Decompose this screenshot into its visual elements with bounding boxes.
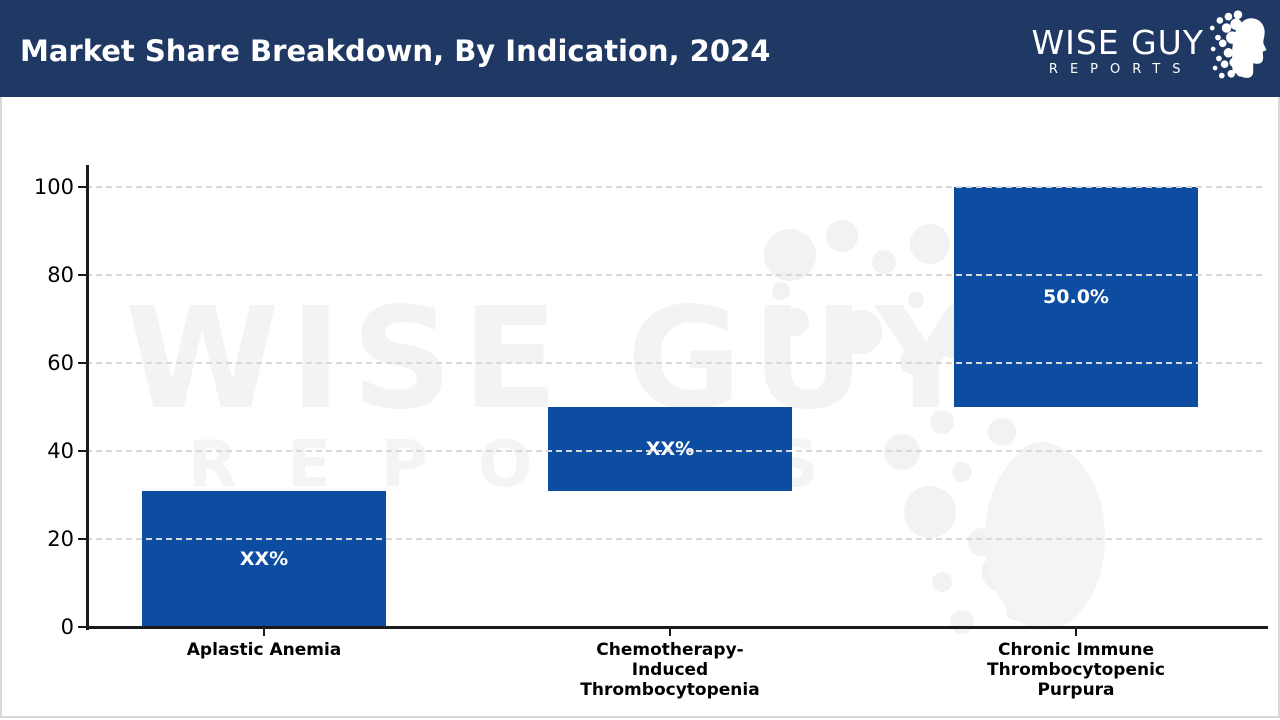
bar-value-label: 50.0% [1043, 286, 1109, 308]
face-profile-icon [1209, 10, 1267, 79]
gridline [86, 538, 1262, 540]
watermark-dot [772, 282, 790, 300]
x-tick-mark [263, 629, 265, 636]
y-axis-line [86, 165, 89, 630]
watermark-dot [908, 292, 924, 308]
watermark-dot [988, 418, 1016, 446]
wise-guy-reports-logo: WISE GUY REPORTS [1023, 6, 1268, 92]
page-border-left [0, 97, 2, 718]
bar-value-label: XX% [645, 437, 695, 460]
y-tick-mark [78, 362, 86, 364]
x-category-label: Chronic Immune Thrombocytopenic Purpura [987, 640, 1165, 700]
gridline [86, 450, 1262, 452]
logo-tagline: REPORTS [1048, 61, 1193, 77]
x-axis-line [86, 626, 1268, 629]
watermark-dot [764, 229, 816, 281]
gridline [86, 186, 1262, 188]
page-border-right [1278, 97, 1280, 718]
header-bar: Market Share Breakdown, By Indication, 2… [0, 0, 1280, 97]
x-category-label: Aplastic Anemia [186, 640, 342, 660]
bar-segment: XX% [548, 407, 792, 491]
watermark-dot [872, 250, 896, 274]
bar-segment: XX% [142, 490, 386, 627]
x-tick-mark [1075, 629, 1077, 636]
watermark-dot [826, 220, 858, 252]
y-tick-label: 20 [47, 527, 74, 551]
watermark-dot [930, 410, 954, 434]
y-tick-label: 100 [33, 175, 74, 199]
y-tick-label: 60 [47, 351, 74, 375]
watermark-dot [950, 610, 974, 634]
y-tick-mark [78, 538, 86, 540]
gridline [86, 274, 1262, 276]
watermark-dot [910, 224, 950, 264]
logo-text: WISE GUY REPORTS [1031, 22, 1204, 77]
y-tick-mark [78, 626, 86, 628]
y-tick-label: 0 [60, 615, 74, 639]
chart-plot-area: XX% XX% 50.0% 0 20 40 60 80 100 Aplastic Anemia Ch… [0, 97, 1280, 720]
gridline [86, 362, 1262, 364]
y-tick-mark [78, 186, 86, 188]
y-tick-mark [78, 274, 86, 276]
watermark-dot [952, 462, 972, 482]
page-border-bottom [0, 716, 1280, 718]
logo-name: WISE GUY [1031, 22, 1204, 62]
x-category-label: Chemotherapy- Induced Thrombocytopenia [580, 640, 760, 700]
page-title: Market Share Breakdown, By Indication, 2… [20, 34, 771, 68]
y-tick-label: 40 [47, 439, 74, 463]
watermark-dot [932, 572, 952, 592]
y-tick-mark [78, 450, 86, 452]
watermark-face-blob [985, 445, 1105, 630]
bar-value-label: XX% [239, 547, 289, 570]
watermark-dot [904, 486, 956, 538]
watermark-dot [884, 434, 920, 470]
watermark-dot [838, 310, 882, 354]
bar-segment: 50.0% [954, 187, 1198, 407]
x-tick-mark [669, 629, 671, 636]
watermark-dot [781, 308, 809, 336]
y-tick-label: 80 [47, 263, 74, 287]
